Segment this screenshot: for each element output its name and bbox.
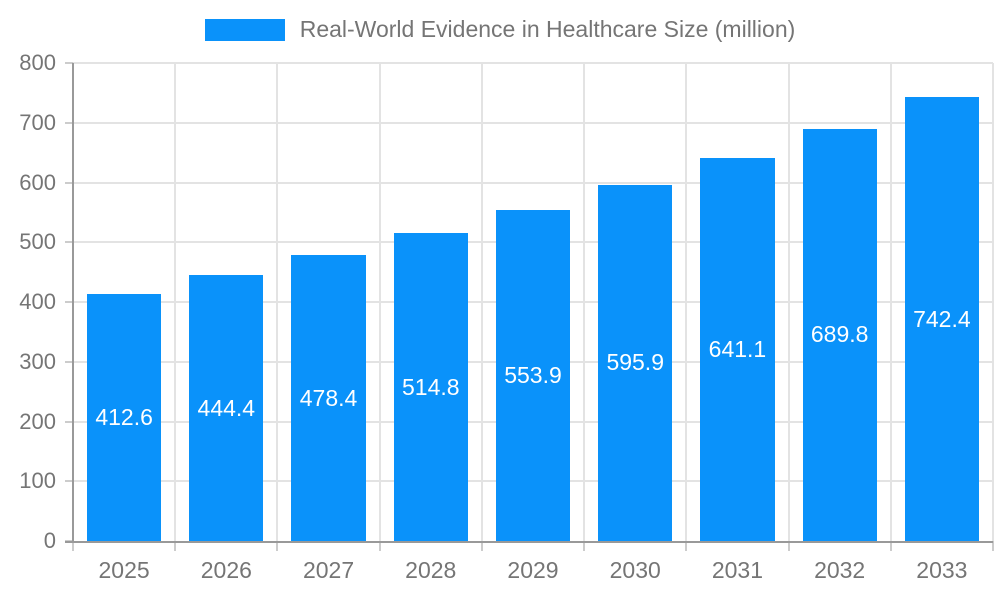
v-gridline bbox=[276, 63, 279, 541]
bar-2030[interactable]: 595.9 bbox=[598, 184, 673, 541]
bar-2028[interactable]: 514.8 bbox=[393, 233, 468, 541]
bar-value-label: 689.8 bbox=[810, 321, 869, 348]
bar-2027[interactable]: 478.4 bbox=[291, 255, 366, 541]
bar-value-label: 641.1 bbox=[708, 335, 767, 362]
x-axis-tick-label: 2029 bbox=[507, 557, 559, 583]
v-gridline bbox=[378, 63, 381, 541]
v-gridline bbox=[480, 63, 483, 541]
bar-2031[interactable]: 641.1 bbox=[700, 157, 775, 541]
x-axis-tick bbox=[276, 541, 279, 551]
y-axis-tick bbox=[65, 480, 73, 483]
y-axis-tick bbox=[65, 360, 73, 363]
x-axis-tick-label: 2032 bbox=[814, 557, 866, 583]
bar-value-label: 742.4 bbox=[913, 305, 971, 332]
x-axis-tick-label: 2030 bbox=[609, 557, 661, 583]
y-axis-line bbox=[72, 63, 74, 543]
y-axis-tick-label: 500 bbox=[19, 229, 56, 255]
bar-2033[interactable]: 742.4 bbox=[904, 97, 979, 541]
x-axis-line bbox=[65, 541, 993, 543]
y-axis-tick-label: 400 bbox=[19, 289, 56, 314]
y-axis-tick bbox=[65, 241, 73, 244]
y-axis-tick bbox=[65, 62, 73, 64]
bar-value-label: 595.9 bbox=[606, 349, 664, 376]
bar-2029[interactable]: 553.9 bbox=[495, 210, 571, 541]
x-axis-tick-label: 2027 bbox=[302, 557, 355, 583]
v-gridline bbox=[992, 63, 994, 541]
y-axis-tick bbox=[65, 181, 73, 184]
x-axis-tick bbox=[685, 541, 688, 551]
v-gridline bbox=[889, 63, 892, 541]
x-axis-tick-label: 2028 bbox=[405, 557, 457, 583]
x-axis-tick-label: 2031 bbox=[711, 557, 764, 583]
legend-swatch bbox=[204, 18, 285, 41]
y-axis-tick-label: 800 bbox=[19, 50, 56, 75]
h-gridline bbox=[73, 121, 993, 124]
x-axis-tick-label: 2033 bbox=[916, 557, 968, 583]
legend[interactable]: Real-World Evidence in Healthcare Size (… bbox=[0, 16, 1000, 43]
legend-label: Real-World Evidence in Healthcare Size (… bbox=[299, 16, 796, 42]
bar-2026[interactable]: 444.4 bbox=[189, 275, 264, 541]
y-axis-tick-label: 700 bbox=[19, 109, 56, 135]
y-axis-tick bbox=[65, 420, 73, 423]
h-gridline bbox=[73, 62, 993, 64]
bar-value-label: 553.9 bbox=[504, 362, 562, 388]
x-axis-tick bbox=[174, 541, 177, 551]
x-axis-tick bbox=[72, 541, 74, 551]
x-axis-tick bbox=[992, 541, 994, 551]
y-axis-tick-label: 200 bbox=[19, 408, 56, 434]
x-axis-tick bbox=[889, 541, 892, 551]
x-axis-tick bbox=[583, 541, 586, 551]
x-axis-tick bbox=[378, 541, 381, 551]
x-axis-tick bbox=[480, 541, 483, 551]
y-axis-tick-label: 300 bbox=[19, 348, 56, 374]
h-gridline bbox=[73, 181, 993, 184]
bar-value-label: 412.6 bbox=[95, 404, 153, 431]
v-gridline bbox=[787, 63, 790, 541]
x-axis-tick-label: 2025 bbox=[98, 557, 150, 583]
bar-value-label: 478.4 bbox=[299, 384, 358, 411]
v-gridline bbox=[685, 63, 688, 541]
y-axis-tick-label: 100 bbox=[19, 468, 56, 494]
v-gridline bbox=[583, 63, 586, 541]
bar-2025[interactable]: 412.6 bbox=[87, 294, 162, 541]
bar-2032[interactable]: 689.8 bbox=[802, 128, 877, 541]
v-gridline bbox=[174, 63, 177, 541]
y-axis-tick bbox=[65, 121, 73, 124]
y-axis-tick bbox=[65, 301, 73, 303]
x-axis-tick bbox=[787, 541, 790, 551]
x-axis-tick-label: 2026 bbox=[200, 557, 252, 583]
y-axis-tick-label: 0 bbox=[43, 528, 56, 553]
bar-value-label: 514.8 bbox=[401, 373, 460, 400]
y-axis-tick-label: 600 bbox=[19, 169, 56, 195]
bar-value-label: 444.4 bbox=[197, 394, 256, 421]
